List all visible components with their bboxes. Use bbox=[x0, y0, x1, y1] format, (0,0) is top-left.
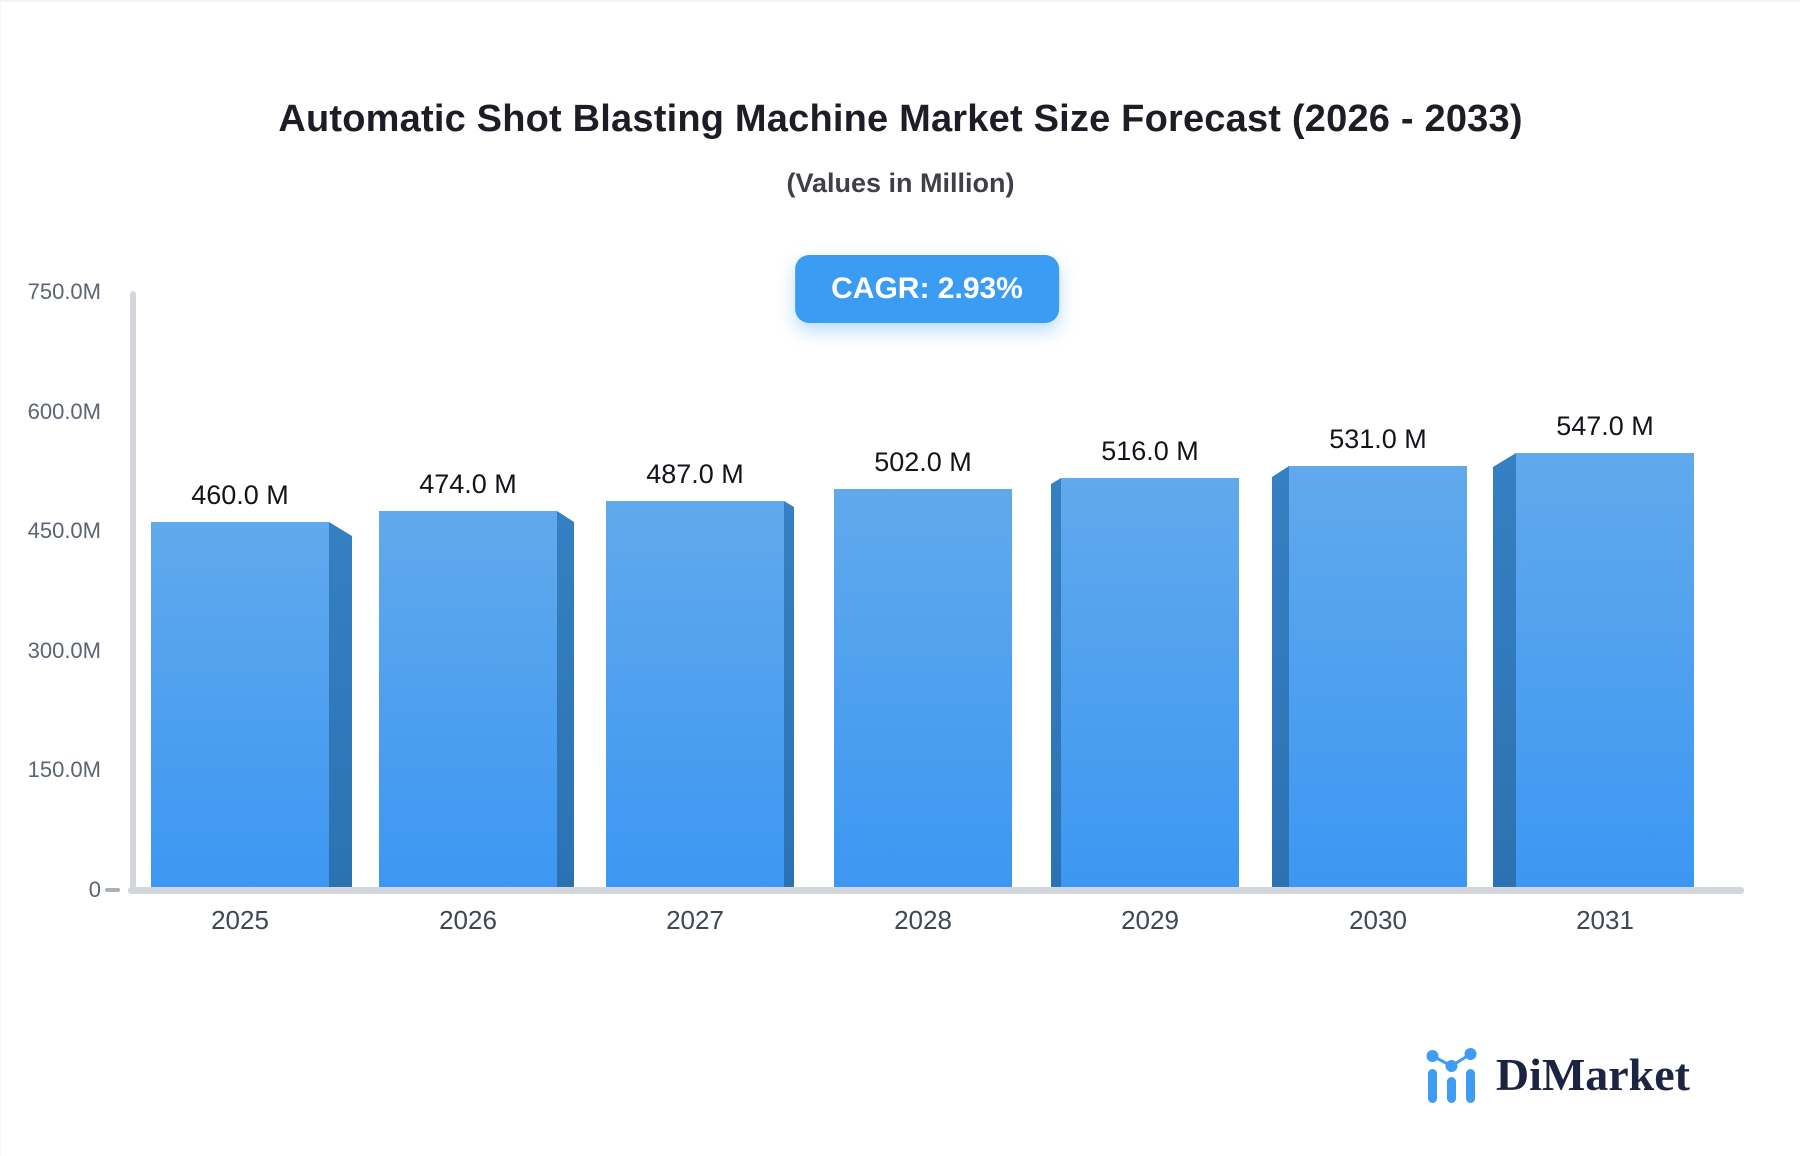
dimarket-logo: DiMarket bbox=[1422, 1045, 1690, 1105]
bar-side-face bbox=[557, 511, 574, 887]
bar-2028[interactable] bbox=[834, 489, 1012, 887]
bar-value-label: 531.0 M bbox=[1329, 424, 1427, 454]
x-axis-label-2031: 2031 bbox=[1576, 905, 1634, 935]
x-axis-label-2028: 2028 bbox=[894, 905, 952, 935]
bar-2031[interactable] bbox=[1516, 453, 1694, 887]
y-axis-tick-label: 300.0M bbox=[27, 638, 101, 663]
y-axis-line bbox=[130, 291, 136, 889]
chart-title: Automatic Shot Blasting Machine Market S… bbox=[278, 98, 1523, 140]
cagr-badge: CAGR: 2.93% bbox=[795, 255, 1059, 323]
x-axis-label-2026: 2026 bbox=[439, 905, 497, 935]
bar-2026[interactable] bbox=[379, 511, 557, 887]
bar-side-face bbox=[784, 501, 794, 887]
y-axis-tick-label: 450.0M bbox=[27, 518, 101, 543]
x-axis-label-2030: 2030 bbox=[1349, 905, 1407, 935]
bar-value-label: 487.0 M bbox=[646, 459, 744, 489]
zero-tick-mark bbox=[105, 888, 120, 892]
bar-value-label: 474.0 M bbox=[419, 469, 517, 499]
bar-side-face bbox=[1493, 453, 1516, 887]
bar-2025[interactable] bbox=[151, 522, 329, 887]
logo-text: DiMarket bbox=[1495, 1049, 1690, 1100]
y-axis-tick-label: 150.0M bbox=[27, 757, 101, 782]
x-axis-line bbox=[128, 887, 1744, 894]
mini-bar-chart-icon bbox=[1426, 1048, 1477, 1103]
bar-2030[interactable] bbox=[1289, 466, 1467, 887]
bar-value-label: 547.0 M bbox=[1556, 411, 1654, 441]
x-axis-label-2025: 2025 bbox=[211, 905, 269, 935]
y-axis-tick-label: 600.0M bbox=[27, 399, 101, 424]
y-axis-tick-label: 750.0M bbox=[27, 279, 101, 304]
bar-2029[interactable] bbox=[1061, 478, 1239, 887]
bar-2027[interactable] bbox=[606, 501, 784, 887]
chart-subtitle: (Values in Million) bbox=[786, 168, 1015, 198]
bar-side-face bbox=[329, 522, 352, 887]
bar-side-face bbox=[1272, 466, 1289, 887]
x-axis-label-2027: 2027 bbox=[666, 905, 724, 935]
bar-value-label: 516.0 M bbox=[1101, 436, 1199, 466]
bar-value-label: 460.0 M bbox=[191, 480, 289, 510]
bar-side-face bbox=[1051, 478, 1061, 887]
bar-value-label: 502.0 M bbox=[874, 447, 972, 477]
x-axis-label-2029: 2029 bbox=[1121, 905, 1179, 935]
y-axis-tick-label: 0 bbox=[88, 877, 101, 902]
